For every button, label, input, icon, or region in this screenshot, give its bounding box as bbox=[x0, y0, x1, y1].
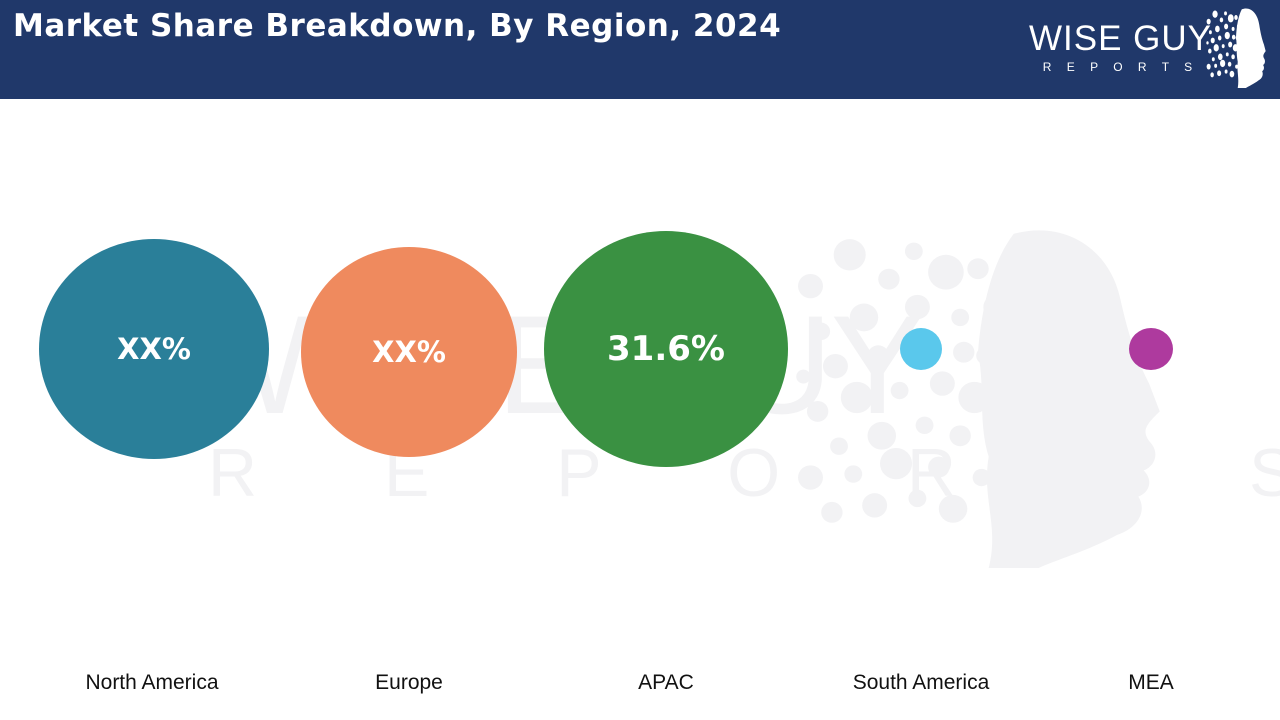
category-label-mea: MEA bbox=[1128, 671, 1174, 694]
bubble-south-america bbox=[900, 328, 942, 370]
logo-text: WISE GUY R E P O R T S bbox=[1029, 20, 1212, 74]
bubble-mea bbox=[1129, 328, 1173, 370]
wiseguy-logo: WISE GUY R E P O R T S bbox=[1029, 6, 1268, 88]
logo-wordmark: WISE GUY bbox=[1028, 19, 1212, 59]
bubble-value-europe: XX% bbox=[372, 335, 446, 369]
bubble-europe: XX% bbox=[301, 247, 517, 457]
logo-subtitle: R E P O R T S bbox=[1042, 59, 1199, 74]
bubble-north-america: XX% bbox=[39, 239, 269, 459]
bubble-apac: 31.6% bbox=[544, 231, 788, 467]
header-bar: Market Share Breakdown, By Region, 2024 … bbox=[0, 0, 1280, 99]
category-label-south-america: South America bbox=[852, 671, 990, 694]
bubble-chart: WISE GUY R E P O R T S XX% XX% 31.6% Nor… bbox=[0, 99, 1280, 720]
watermark-head-icon bbox=[796, 230, 1160, 568]
category-label-europe: Europe bbox=[375, 671, 443, 694]
bubble-value-north-america: XX% bbox=[117, 332, 191, 366]
head-silhouette-icon bbox=[1206, 8, 1266, 88]
bubble-value-apac: 31.6% bbox=[607, 329, 725, 369]
page-title: Market Share Breakdown, By Region, 2024 bbox=[13, 8, 782, 44]
category-label-north-america: North America bbox=[85, 671, 219, 694]
category-label-apac: APAC bbox=[638, 671, 694, 694]
